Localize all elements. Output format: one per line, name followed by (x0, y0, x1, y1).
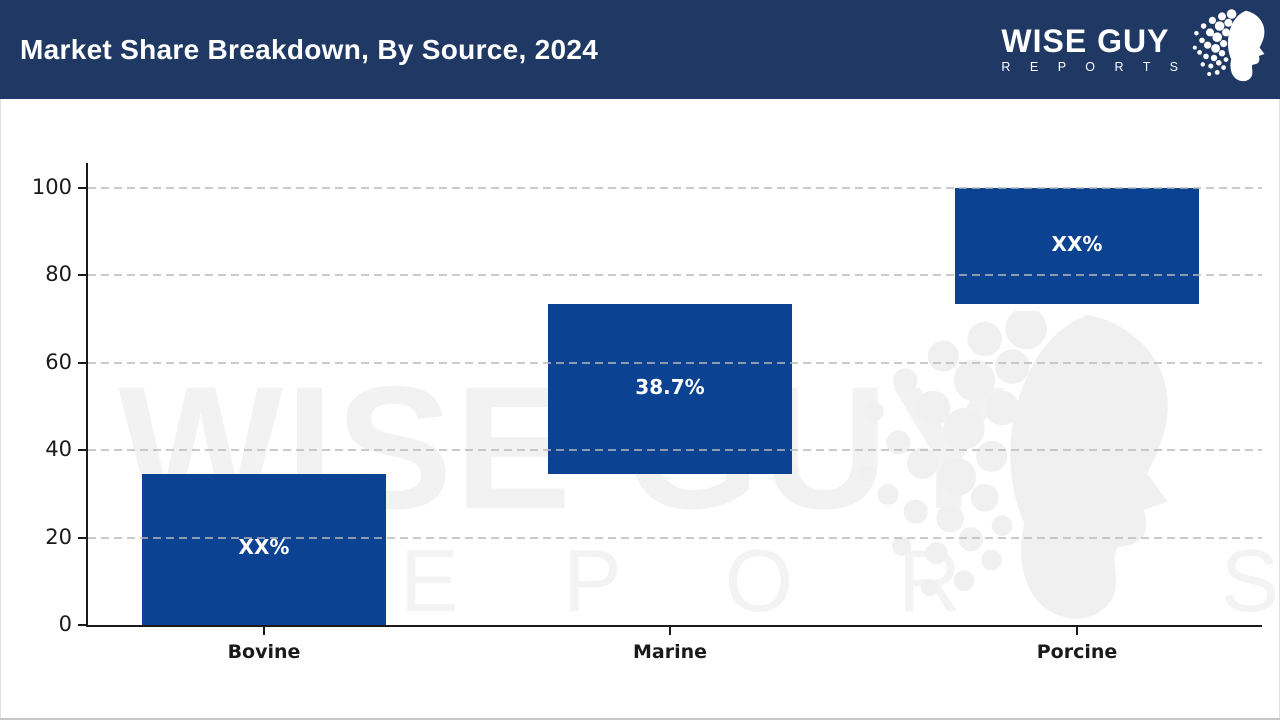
bar-value-label: XX% (238, 535, 290, 560)
y-tick-label: 40 (45, 437, 72, 461)
gridline (88, 186, 1262, 189)
logo-wordmark: WISE GUY (1001, 23, 1170, 59)
y-tick-mark (78, 449, 86, 451)
bar-value-label: XX% (1051, 231, 1103, 256)
x-category-label: Bovine (227, 641, 301, 663)
y-axis-line (86, 163, 88, 627)
y-tick-mark (78, 361, 86, 364)
y-tick-mark (78, 536, 86, 539)
page-title: Market Share Breakdown, By Source, 2024 (20, 33, 599, 65)
y-tick-mark (78, 274, 86, 276)
logo-text: WISE GUY R E P O R T S (1001, 25, 1186, 74)
logo-dot-cluster (1192, 8, 1237, 76)
x-tick-mark (263, 627, 265, 635)
watermark-subtitle: R E P O R T S (232, 531, 1280, 630)
gridline (88, 536, 1262, 539)
x-category-label: Marine (632, 641, 708, 663)
x-axis-line (86, 625, 1262, 627)
logo-subtitle: R E P O R T S (1001, 60, 1186, 74)
bar-porcine (955, 187, 1199, 305)
chart-canvas: WISE GUY R E P O R T S 020406080100XX%Bo… (0, 99, 1280, 720)
x-category-label: Porcine (1036, 641, 1118, 663)
y-tick-label: 60 (45, 349, 72, 374)
wise-guy-logo: WISE GUY R E P O R T S (1001, 0, 1270, 99)
bar-value-label: 38.7% (635, 374, 705, 399)
y-tick-mark (78, 186, 86, 189)
logo-face-icon (1192, 8, 1265, 81)
y-tick-label: 100 (31, 174, 72, 199)
y-tick-label: 20 (45, 524, 72, 549)
gridline (88, 449, 1262, 451)
y-tick-mark (78, 624, 86, 626)
x-tick-mark (669, 627, 671, 635)
bar-bovine (142, 473, 386, 625)
header-bar: Market Share Breakdown, By Source, 2024 … (0, 0, 1280, 99)
y-tick-label: 80 (45, 262, 72, 286)
bar-marine (548, 304, 792, 474)
x-tick-mark (1076, 627, 1078, 635)
gridline (88, 361, 1262, 364)
y-tick-label: 0 (58, 612, 72, 636)
gridline (88, 274, 1262, 276)
